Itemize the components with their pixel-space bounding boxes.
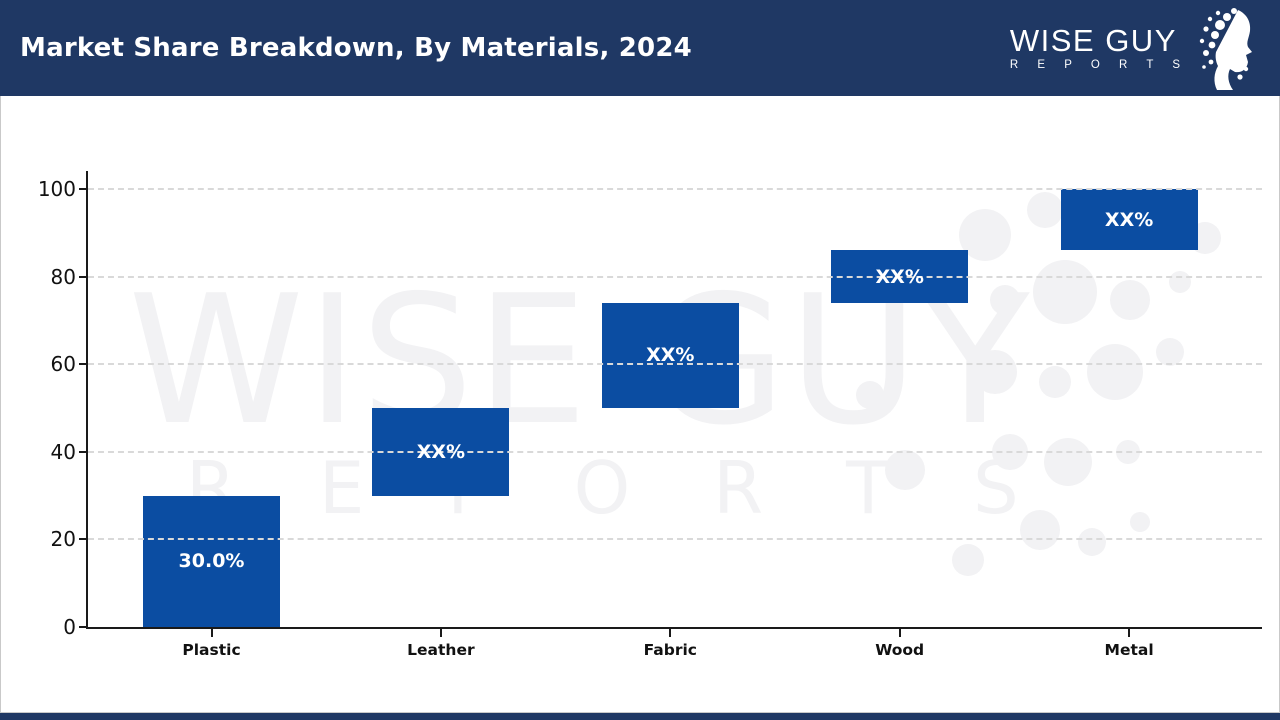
x-tick-plastic (210, 629, 213, 637)
x-tick-label-fabric: Fabric (643, 641, 697, 659)
brand-wordmark: WISE GUY (1009, 22, 1177, 58)
y-tick-label-80: 80 (50, 264, 76, 289)
gridline-20 (88, 538, 1262, 541)
y-tick-label-20: 20 (50, 527, 76, 552)
y-tick-0 (79, 626, 87, 628)
bar-label-fabric: XX% (646, 344, 695, 367)
bottom-hairline (0, 712, 1280, 713)
brand-logo: WISE GUY R E P O R T S (1010, 5, 1254, 91)
logo-face-icon (1199, 8, 1252, 90)
x-tick-label-metal: Metal (1104, 641, 1154, 659)
bar-label-metal: XX% (1104, 208, 1154, 231)
watermark-wordmark-sub: R E P O R T S (186, 446, 1049, 530)
gridline-80 (88, 275, 1262, 278)
x-tick-metal (1128, 629, 1131, 637)
y-tick-80 (79, 275, 87, 278)
y-tick-60 (79, 363, 87, 366)
bar-metal (1060, 189, 1198, 251)
x-tick-label-wood: Wood (875, 641, 925, 659)
x-tick-wood (898, 629, 901, 637)
gridline-40 (88, 450, 1262, 453)
y-tick-40 (79, 450, 87, 453)
y-tick-100 (79, 188, 87, 190)
y-tick-label-100: 100 (37, 177, 76, 201)
y-axis-line (86, 171, 88, 629)
bar-fabric (601, 302, 739, 408)
bar-plastic (143, 495, 280, 627)
x-tick-leather (439, 629, 442, 637)
gridline-60 (88, 363, 1262, 366)
x-tick-label-leather: Leather (407, 641, 475, 659)
page-title: Market Share Breakdown, By Materials, 20… (20, 33, 692, 63)
brand-wordmark-sub: R E P O R T S (1009, 59, 1188, 72)
x-axis-line (86, 627, 1262, 629)
y-tick-label-0: 0 (63, 615, 76, 639)
y-tick-20 (79, 538, 87, 541)
footer-bar (0, 713, 1280, 720)
gridline-100 (88, 188, 1262, 190)
brand-logo-text: WISE GUY R E P O R T S (1009, 22, 1188, 72)
y-tick-label-40: 40 (50, 439, 76, 464)
bar-label-leather: XX% (416, 440, 466, 463)
x-tick-label-plastic: Plastic (182, 641, 241, 659)
bar-label-wood: XX% (875, 265, 924, 288)
header-bar: Market Share Breakdown, By Materials, 20… (0, 0, 1280, 96)
bar-label-plastic: 30.0% (178, 550, 245, 573)
x-tick-fabric (669, 629, 672, 637)
y-tick-label-60: 60 (50, 352, 76, 377)
